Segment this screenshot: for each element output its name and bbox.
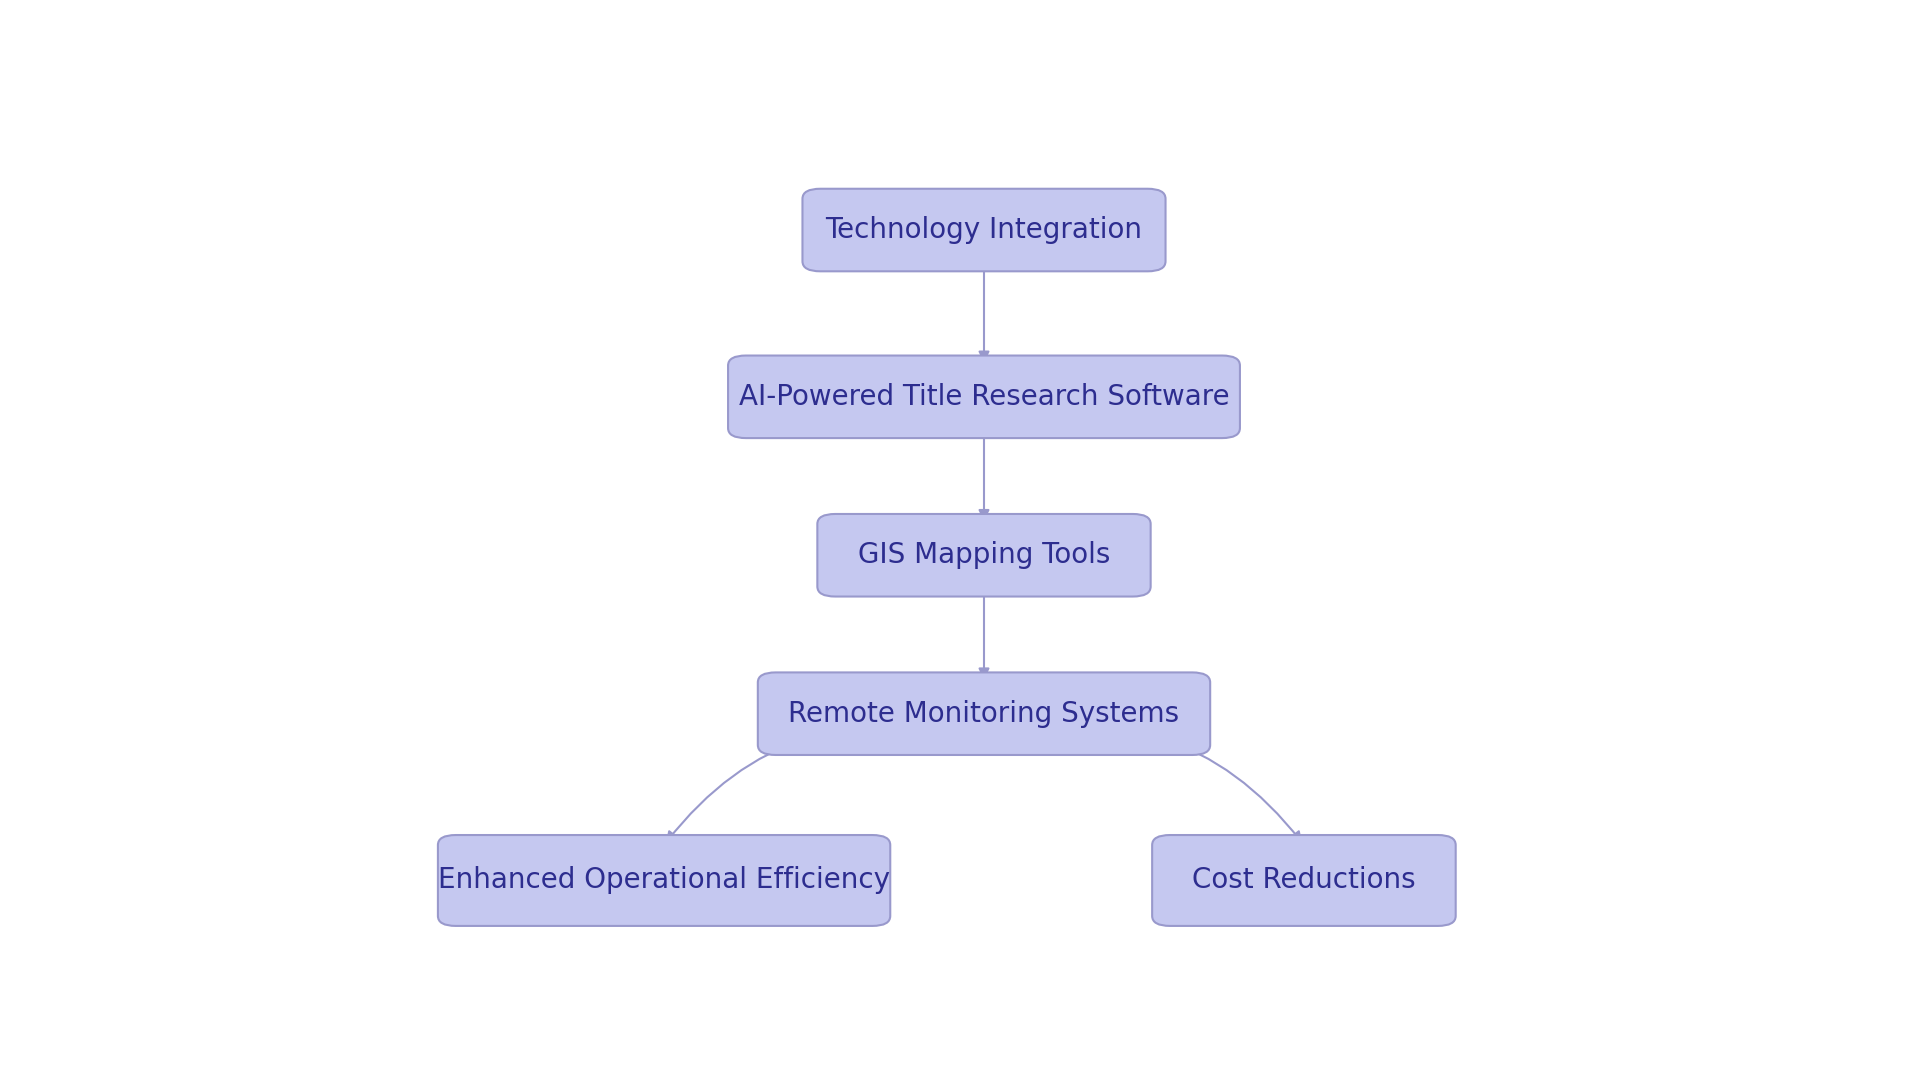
Text: Technology Integration: Technology Integration (826, 216, 1142, 244)
Text: Cost Reductions: Cost Reductions (1192, 866, 1415, 895)
Text: Remote Monitoring Systems: Remote Monitoring Systems (789, 700, 1179, 728)
Text: Enhanced Operational Efficiency: Enhanced Operational Efficiency (438, 866, 891, 895)
FancyBboxPatch shape (818, 514, 1150, 597)
FancyBboxPatch shape (438, 835, 891, 926)
FancyBboxPatch shape (758, 673, 1210, 755)
FancyBboxPatch shape (803, 188, 1165, 272)
FancyBboxPatch shape (728, 355, 1240, 439)
FancyBboxPatch shape (1152, 835, 1455, 926)
Text: AI-Powered Title Research Software: AI-Powered Title Research Software (739, 382, 1229, 410)
Text: GIS Mapping Tools: GIS Mapping Tools (858, 542, 1110, 570)
